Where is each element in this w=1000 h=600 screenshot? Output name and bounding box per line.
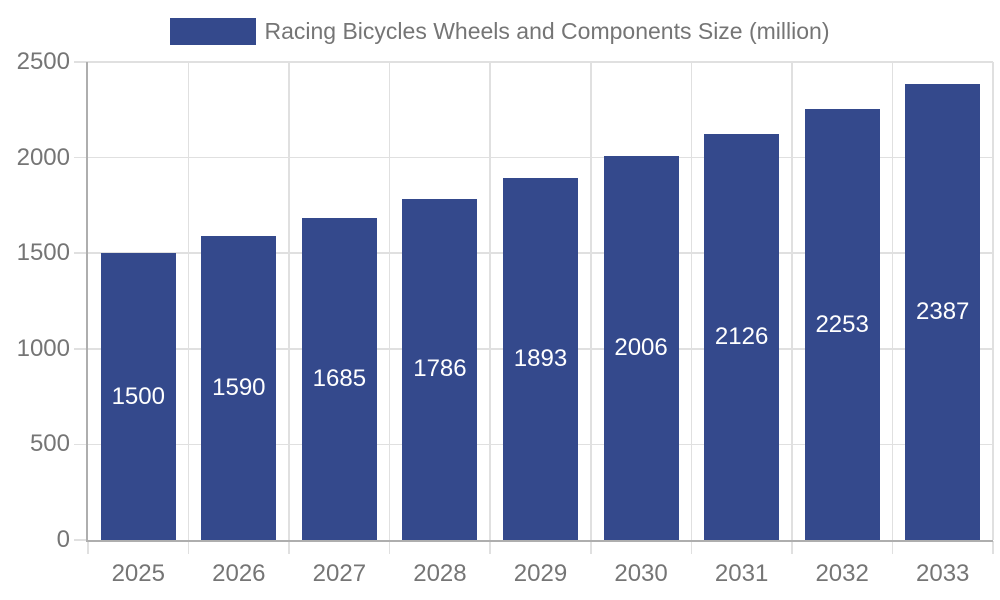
x-tick-label: 2033 (916, 560, 970, 587)
v-gridline (288, 62, 290, 540)
y-tick-label: 2000 (16, 143, 70, 171)
y-tick-label: 1500 (16, 239, 70, 267)
bar (201, 235, 277, 540)
x-tick (590, 541, 592, 554)
y-tick-label: 1000 (16, 334, 70, 362)
x-tick (87, 541, 89, 554)
bar (603, 156, 679, 540)
y-tick-label: 2500 (16, 48, 70, 75)
y-axis-line (86, 62, 88, 542)
legend-swatch (170, 18, 257, 45)
bar (100, 253, 176, 540)
x-tick-label: 2028 (413, 560, 467, 587)
bar (402, 198, 478, 540)
x-tick (791, 541, 793, 554)
x-tick-label: 2026 (212, 560, 266, 587)
v-gridline (791, 62, 793, 540)
x-tick-label: 2025 (111, 560, 165, 587)
y-tick (74, 443, 88, 446)
v-gridline (388, 62, 391, 540)
y-tick-label: 500 (29, 430, 70, 458)
x-tick (690, 541, 693, 554)
chart-title: Racing Bicycles Wheels and Components Si… (264, 18, 830, 44)
bar-value-label: 1500 (111, 382, 165, 410)
v-gridline (891, 62, 894, 540)
x-tick (489, 541, 491, 554)
v-gridline (590, 62, 592, 540)
x-tick (187, 541, 190, 554)
x-tick-label: 2030 (614, 560, 668, 587)
x-tick-label: 2032 (815, 560, 869, 587)
y-tick (74, 348, 88, 350)
bar-value-label: 2253 (815, 310, 869, 338)
bar-value-label: 1893 (513, 345, 568, 373)
v-gridline (489, 62, 491, 540)
v-gridline (992, 62, 994, 540)
bar (704, 133, 780, 540)
bar (905, 83, 981, 540)
legend: Racing Bicycles Wheels and Components Si… (0, 18, 1000, 45)
x-tick-label: 2031 (714, 560, 769, 587)
y-tick (74, 61, 88, 63)
bar-value-label: 1685 (312, 364, 367, 392)
v-gridline (690, 62, 693, 540)
x-tick (288, 541, 290, 554)
h-gridline (88, 61, 993, 63)
bar-value-label: 2126 (714, 322, 769, 350)
bar-value-label: 2387 (916, 297, 970, 325)
x-tick (992, 541, 994, 554)
x-axis-line (86, 540, 993, 542)
bar (301, 217, 377, 540)
y-tick (74, 539, 88, 541)
h-gridline (88, 156, 993, 159)
bar (503, 178, 578, 540)
bar-value-label: 2006 (614, 334, 668, 362)
bar (804, 109, 880, 540)
x-tick (388, 541, 391, 554)
v-gridline (187, 62, 190, 540)
x-tick (891, 541, 894, 554)
y-tick (74, 156, 88, 159)
y-tick-label: 0 (56, 526, 70, 553)
x-tick-label: 2027 (312, 560, 367, 587)
bar-value-label: 1786 (413, 355, 467, 383)
x-tick-label: 2029 (513, 560, 568, 587)
y-tick (74, 252, 88, 254)
bar-value-label: 1590 (212, 373, 266, 401)
